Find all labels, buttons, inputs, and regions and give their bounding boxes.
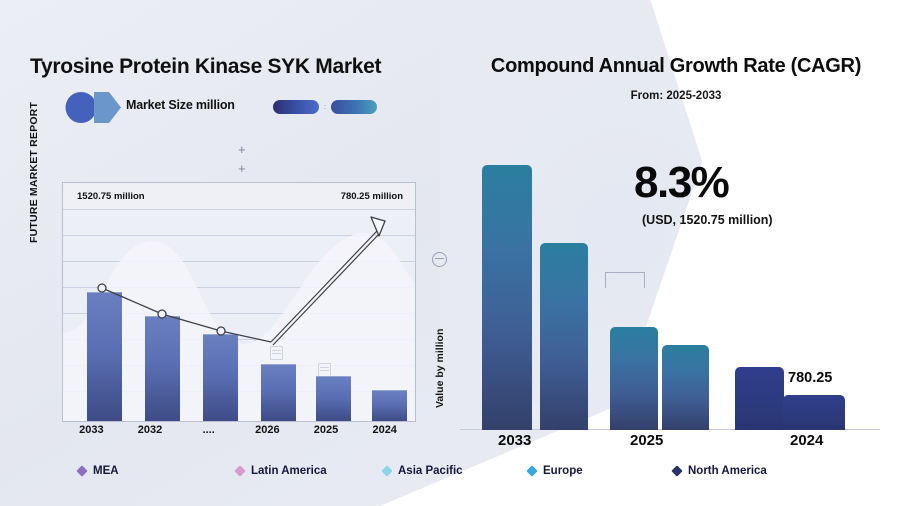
- legend-item-mea[interactable]: MEA: [76, 465, 236, 477]
- trend-line-overlay: [97, 216, 386, 346]
- cagr-bar-2025-low: [662, 345, 709, 430]
- plus-icon-2: +: [238, 161, 246, 176]
- cagr-subtitle: From: 2025-2033: [630, 90, 722, 102]
- legend-label: Latin America: [251, 465, 327, 477]
- cagr-x-label-2033: 2033: [498, 432, 532, 449]
- legend-pill-teal: [330, 100, 377, 114]
- bar-data-label: 780.25: [788, 370, 833, 386]
- cagr-bar-2025-high: [610, 327, 658, 430]
- legend-item-latin-america[interactable]: Latin America: [234, 465, 383, 477]
- watermark-icon-1: [270, 346, 283, 360]
- x-label-2033: 2033: [79, 424, 104, 436]
- diamond-icon: [76, 465, 88, 477]
- bar-dots: [203, 334, 238, 421]
- diamond-icon: [381, 465, 393, 477]
- decorative-plus-marks: + +: [238, 140, 246, 178]
- annotation-start-value: 1520.75 million: [77, 191, 145, 202]
- legend-label: Europe: [543, 465, 583, 477]
- cagr-x-label-2024: 2024: [790, 432, 824, 449]
- x-label-ellipsis: ....: [202, 424, 215, 436]
- gridline: [63, 313, 415, 314]
- bar-2026: [261, 364, 296, 421]
- decorative-bracket: [605, 272, 645, 288]
- cagr-usd-note: (USD, 1520.75 million): [642, 213, 773, 227]
- value-axis-label: Value by million: [434, 328, 446, 408]
- cagr-x-label-2025: 2025: [630, 432, 664, 449]
- diamond-icon: [234, 465, 246, 477]
- bar-2024: [372, 390, 407, 421]
- page-title: Tyrosine Protein Kinase SYK Market: [30, 55, 382, 78]
- legend-item-north-america[interactable]: North America: [671, 465, 767, 477]
- cagr-bar-2024-low: [783, 395, 845, 430]
- diamond-icon: [671, 465, 683, 477]
- bar-2032: [145, 316, 180, 421]
- gridline: [63, 261, 415, 262]
- legend-pill-dark: [273, 100, 319, 114]
- annotation-end-value: 780.25 million: [340, 191, 403, 202]
- bar-2025: [316, 376, 351, 421]
- cagr-chart: [460, 130, 880, 430]
- legend-pill-group: :: [273, 100, 377, 114]
- left-chart-y-axis-label: FUTURE MARKET REPORT: [28, 101, 40, 243]
- logo-label: Market Size million: [126, 98, 235, 112]
- cagr-bar-2033-low: [540, 243, 588, 430]
- legend-item-europe[interactable]: Europe: [526, 465, 673, 477]
- legend-label: Asia Pacific: [398, 465, 463, 477]
- legend-pill-separator: :: [324, 103, 326, 111]
- gridline: [63, 209, 415, 210]
- gridline: [63, 235, 415, 236]
- legend-label: MEA: [93, 465, 119, 477]
- legend-item-asia-pacific[interactable]: Asia Pacific: [381, 465, 528, 477]
- market-size-chart: 1520.75 million 780.25 million: [62, 182, 416, 422]
- x-label-2032: 2032: [137, 424, 163, 436]
- x-label-2024: 2024: [372, 424, 397, 436]
- plus-icon-1: +: [238, 142, 246, 157]
- bar-2033: [87, 292, 122, 421]
- cagr-title: Compound Annual Growth Rate (CAGR): [490, 55, 862, 77]
- gridline: [63, 287, 415, 288]
- gridline: [63, 339, 415, 340]
- cagr-bar-2024-high: [735, 367, 784, 430]
- x-label-2026: 2026: [255, 424, 280, 436]
- region-legend: MEA Latin America Asia Pacific Europe No…: [76, 465, 790, 477]
- x-label-2025: 2025: [313, 424, 339, 436]
- cagr-percentage: 8.3%: [634, 158, 730, 207]
- hexagon-circle-logo-icon: [65, 92, 121, 123]
- minus-circle-icon: [432, 252, 447, 267]
- legend-label: North America: [688, 465, 767, 477]
- diamond-icon: [526, 465, 538, 477]
- cagr-bar-2033-high: [482, 165, 532, 430]
- left-chart-x-axis: 2033 2032 .... 2026 2025 2024: [62, 424, 414, 436]
